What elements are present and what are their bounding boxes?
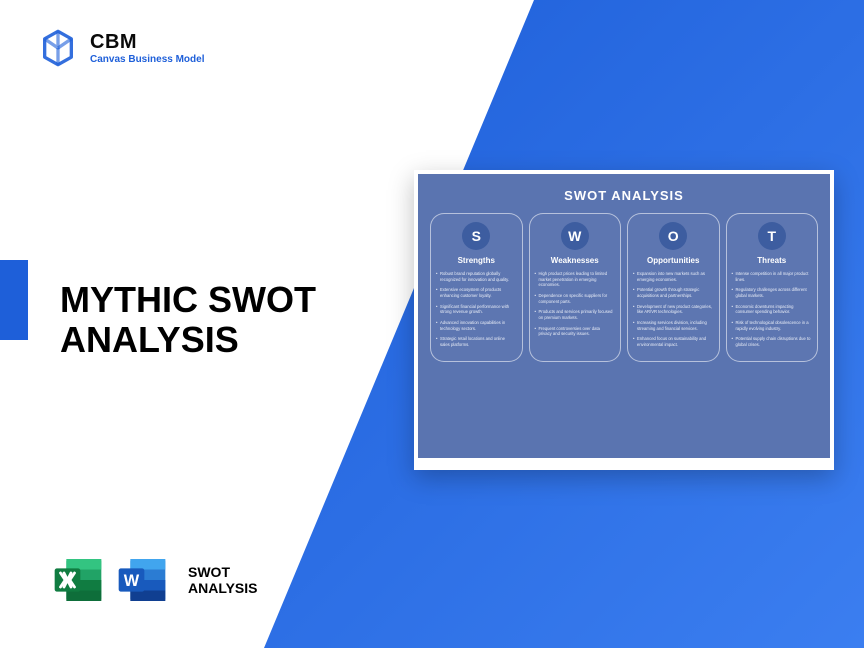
swot-item: Potential growth through strategic acqui… (634, 287, 713, 298)
swot-item: Regulatory challenges across different g… (733, 287, 812, 298)
swot-col-threats: T Threats Intense competition in all maj… (726, 213, 819, 362)
swot-card-title: SWOT ANALYSIS (430, 188, 818, 203)
swot-columns: S Strengths Robust brand reputation glob… (430, 213, 818, 362)
icons-label-line-1: SWOT (188, 564, 230, 580)
swot-item: Dependence on specific suppliers for com… (536, 293, 615, 304)
title-line-1: MYTHIC SWOT (60, 279, 316, 320)
swot-letter-w: W (561, 222, 589, 250)
swot-item: Risk of technological obsolescence in a … (733, 320, 812, 331)
swot-col-opportunities: O Opportunities Expansion into new marke… (627, 213, 720, 362)
word-icon: W (114, 552, 170, 608)
swot-item: Frequent controversies over data privacy… (536, 326, 615, 337)
icons-label: SWOT ANALYSIS (188, 564, 258, 596)
swot-items-weaknesses: High product prices leading to limited m… (536, 271, 615, 342)
swot-item: Robust brand reputation globally recogni… (437, 271, 516, 282)
swot-item: Increasing services division, including … (634, 320, 713, 331)
swot-item: Products and services primarily focused … (536, 309, 615, 320)
brand-name: CBM (90, 31, 204, 54)
svg-text:X: X (62, 572, 73, 590)
swot-heading-opportunities: Opportunities (647, 256, 699, 265)
swot-items-opportunities: Expansion into new markets such as emerg… (634, 271, 713, 353)
left-accent-bar (0, 260, 28, 340)
swot-col-strengths: S Strengths Robust brand reputation glob… (430, 213, 523, 362)
swot-item: Extensive ecosystem of products enhancin… (437, 287, 516, 298)
swot-item: Expansion into new markets such as emerg… (634, 271, 713, 282)
swot-item: Strategic retail locations and online sa… (437, 336, 516, 347)
swot-heading-weaknesses: Weaknesses (551, 256, 599, 265)
logo: CBM Canvas Business Model (38, 28, 204, 68)
swot-letter-t: T (758, 222, 786, 250)
file-icons-row: X W SWOT ANALYSIS (50, 552, 258, 608)
swot-item: Intense competition in all major product… (733, 271, 812, 282)
svg-text:W: W (124, 572, 140, 590)
swot-item: Enhanced focus on sustainability and env… (634, 336, 713, 347)
swot-item: Economic downturns impacting consumer sp… (733, 304, 812, 315)
swot-item: Potential supply chain disruptions due t… (733, 336, 812, 347)
swot-preview-card: SWOT ANALYSIS S Strengths Robust brand r… (414, 170, 834, 470)
page-title: MYTHIC SWOT ANALYSIS (60, 280, 316, 361)
swot-col-weaknesses: W Weaknesses High product prices leading… (529, 213, 622, 362)
icons-label-line-2: ANALYSIS (188, 580, 258, 596)
swot-item: Significant financial performance with s… (437, 304, 516, 315)
swot-letter-s: S (462, 222, 490, 250)
swot-item: High product prices leading to limited m… (536, 271, 615, 288)
cbm-logo-icon (38, 28, 78, 68)
swot-item: Development of new product categories, l… (634, 304, 713, 315)
swot-heading-strengths: Strengths (458, 256, 495, 265)
swot-item: Advanced innovation capabilities in tech… (437, 320, 516, 331)
swot-heading-threats: Threats (757, 256, 786, 265)
title-line-2: ANALYSIS (60, 319, 239, 360)
swot-items-strengths: Robust brand reputation globally recogni… (437, 271, 516, 353)
brand-subtitle: Canvas Business Model (90, 54, 204, 65)
swot-letter-o: O (659, 222, 687, 250)
excel-icon: X (50, 552, 106, 608)
swot-items-threats: Intense competition in all major product… (733, 271, 812, 353)
